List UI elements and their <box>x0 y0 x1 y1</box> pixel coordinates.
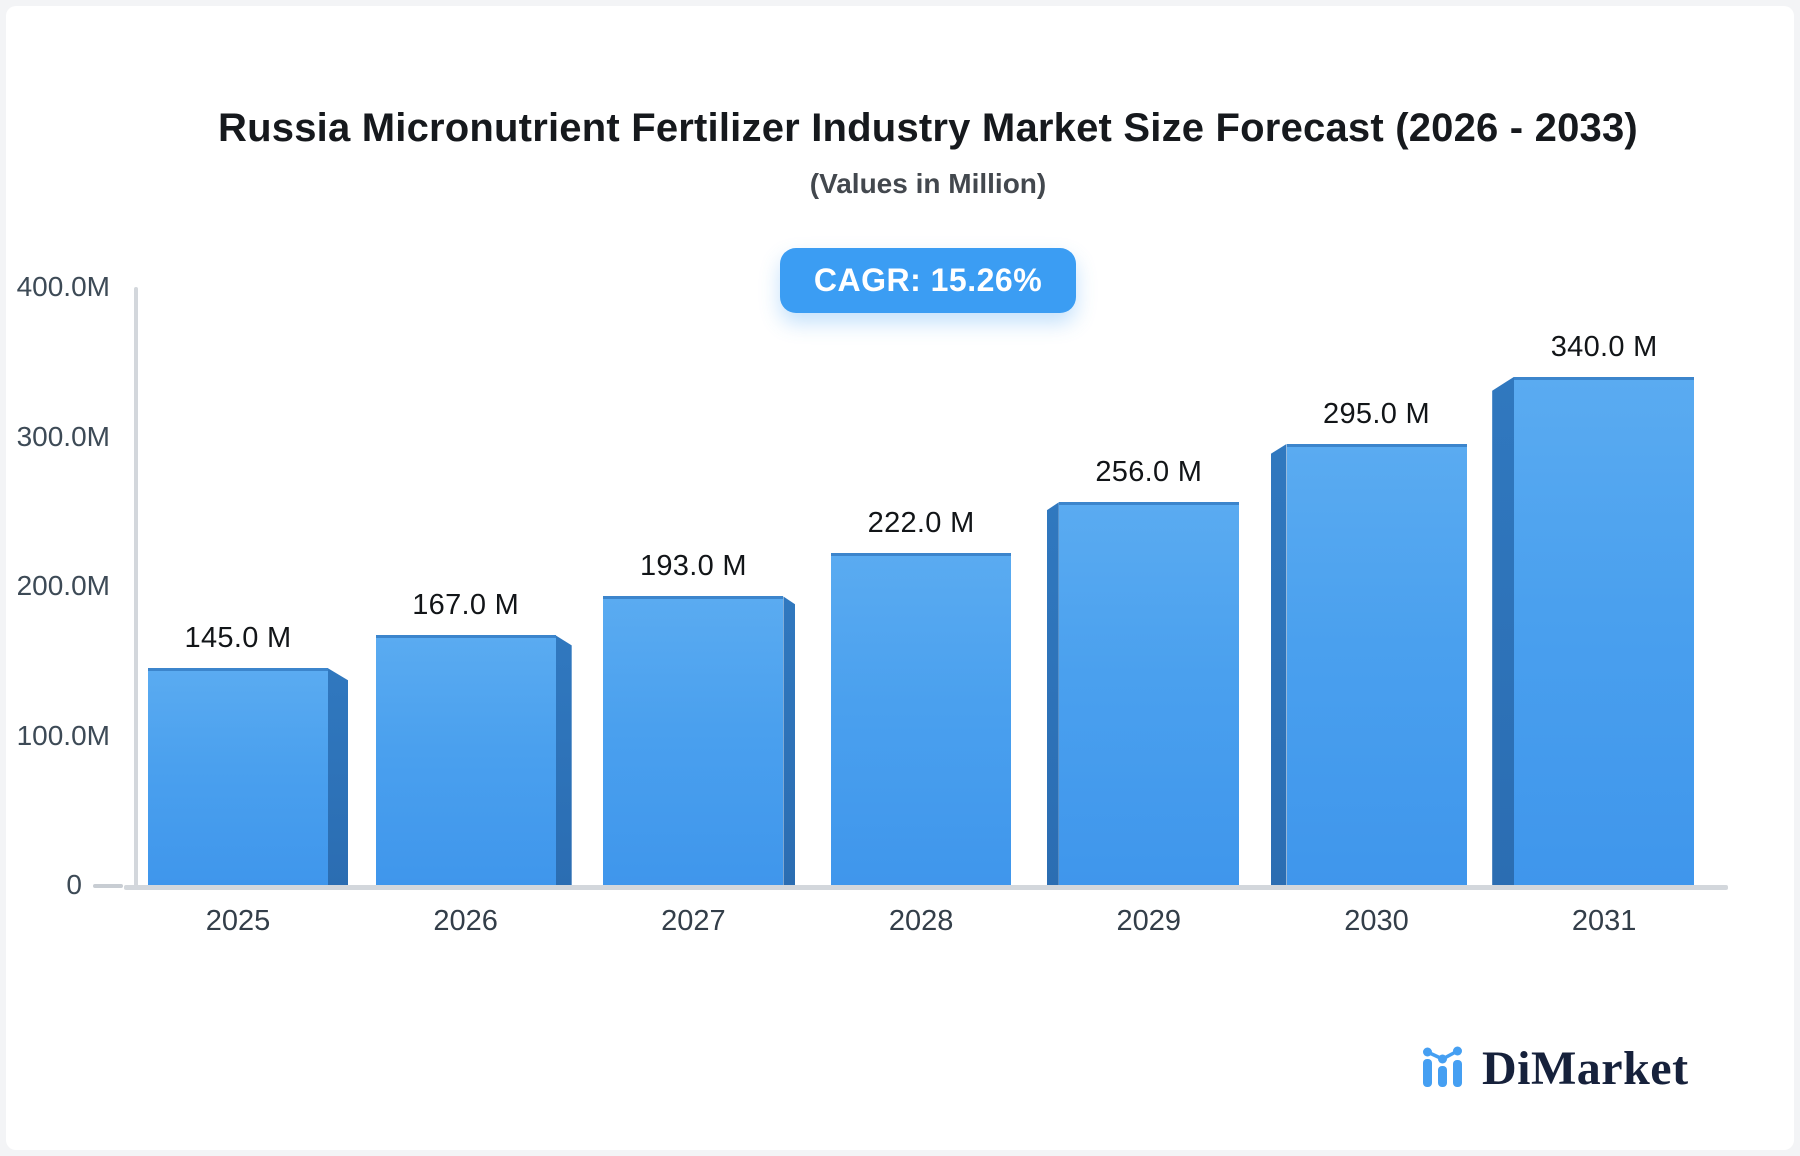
bar-face <box>148 668 328 887</box>
bar-side-face <box>1046 502 1059 887</box>
bar-value-label: 193.0 M <box>639 550 747 583</box>
x-axis-tick-label: 2027 <box>661 905 726 937</box>
brand-name: DiMarket <box>1482 1041 1689 1095</box>
y-axis-tick-mark <box>93 884 123 888</box>
x-axis-tick-label: 2026 <box>433 905 498 937</box>
bar-face <box>1286 443 1467 887</box>
chart-title: Russia Micronutrient Fertilizer Industry… <box>218 106 1638 150</box>
bar-value-label: 145.0 M <box>184 622 292 655</box>
bar-face <box>603 596 784 887</box>
bar-value-label: 167.0 M <box>412 589 520 622</box>
x-axis-tick-label: 2025 <box>205 905 271 937</box>
bar-side-face <box>1492 376 1515 887</box>
bar-side-face <box>328 668 348 887</box>
chart-stage: Russia Micronutrient Fertilizer Industry… <box>6 6 1794 1150</box>
x-axis-line <box>124 885 1728 890</box>
brand-logo: DiMarket <box>1418 1038 1689 1098</box>
bar-face <box>1514 376 1695 887</box>
y-axis-line <box>134 287 138 889</box>
y-axis-tick-label: 400.0M <box>16 271 110 302</box>
y-axis-tick-label: 0 <box>66 869 82 900</box>
chart-subtitle: (Values in Million) <box>809 168 1047 199</box>
badge-row: CAGR: 15.26% <box>128 248 1728 313</box>
x-axis-tick-label: 2030 <box>1344 905 1409 937</box>
y-axis-tick-label: 100.0M <box>16 719 110 751</box>
bar-side-face <box>555 635 572 887</box>
bar-line-chart-icon <box>1418 1043 1468 1093</box>
cagr-badge: CAGR: 15.26% <box>779 248 1077 313</box>
bar-side-face <box>1270 443 1287 887</box>
bar-value-label: 340.0 M <box>1550 330 1658 363</box>
bar-face <box>1058 502 1239 887</box>
bar-face <box>831 553 1012 887</box>
bar-value-label: 295.0 M <box>1323 397 1430 430</box>
x-axis-tick-label: 2029 <box>1116 905 1182 937</box>
y-axis-tick-label: 300.0M <box>16 420 110 452</box>
x-axis-tick-label: 2031 <box>1571 905 1637 937</box>
bar-face <box>375 635 556 887</box>
bar-side-face <box>783 596 796 887</box>
chart-card: Russia Micronutrient Fertilizer Industry… <box>6 6 1794 1150</box>
x-axis-tick-label: 2028 <box>888 905 954 937</box>
bar-value-label: 256.0 M <box>1095 456 1203 489</box>
bar-value-label: 222.0 M <box>867 507 975 540</box>
y-axis-tick-label: 200.0M <box>16 570 110 601</box>
